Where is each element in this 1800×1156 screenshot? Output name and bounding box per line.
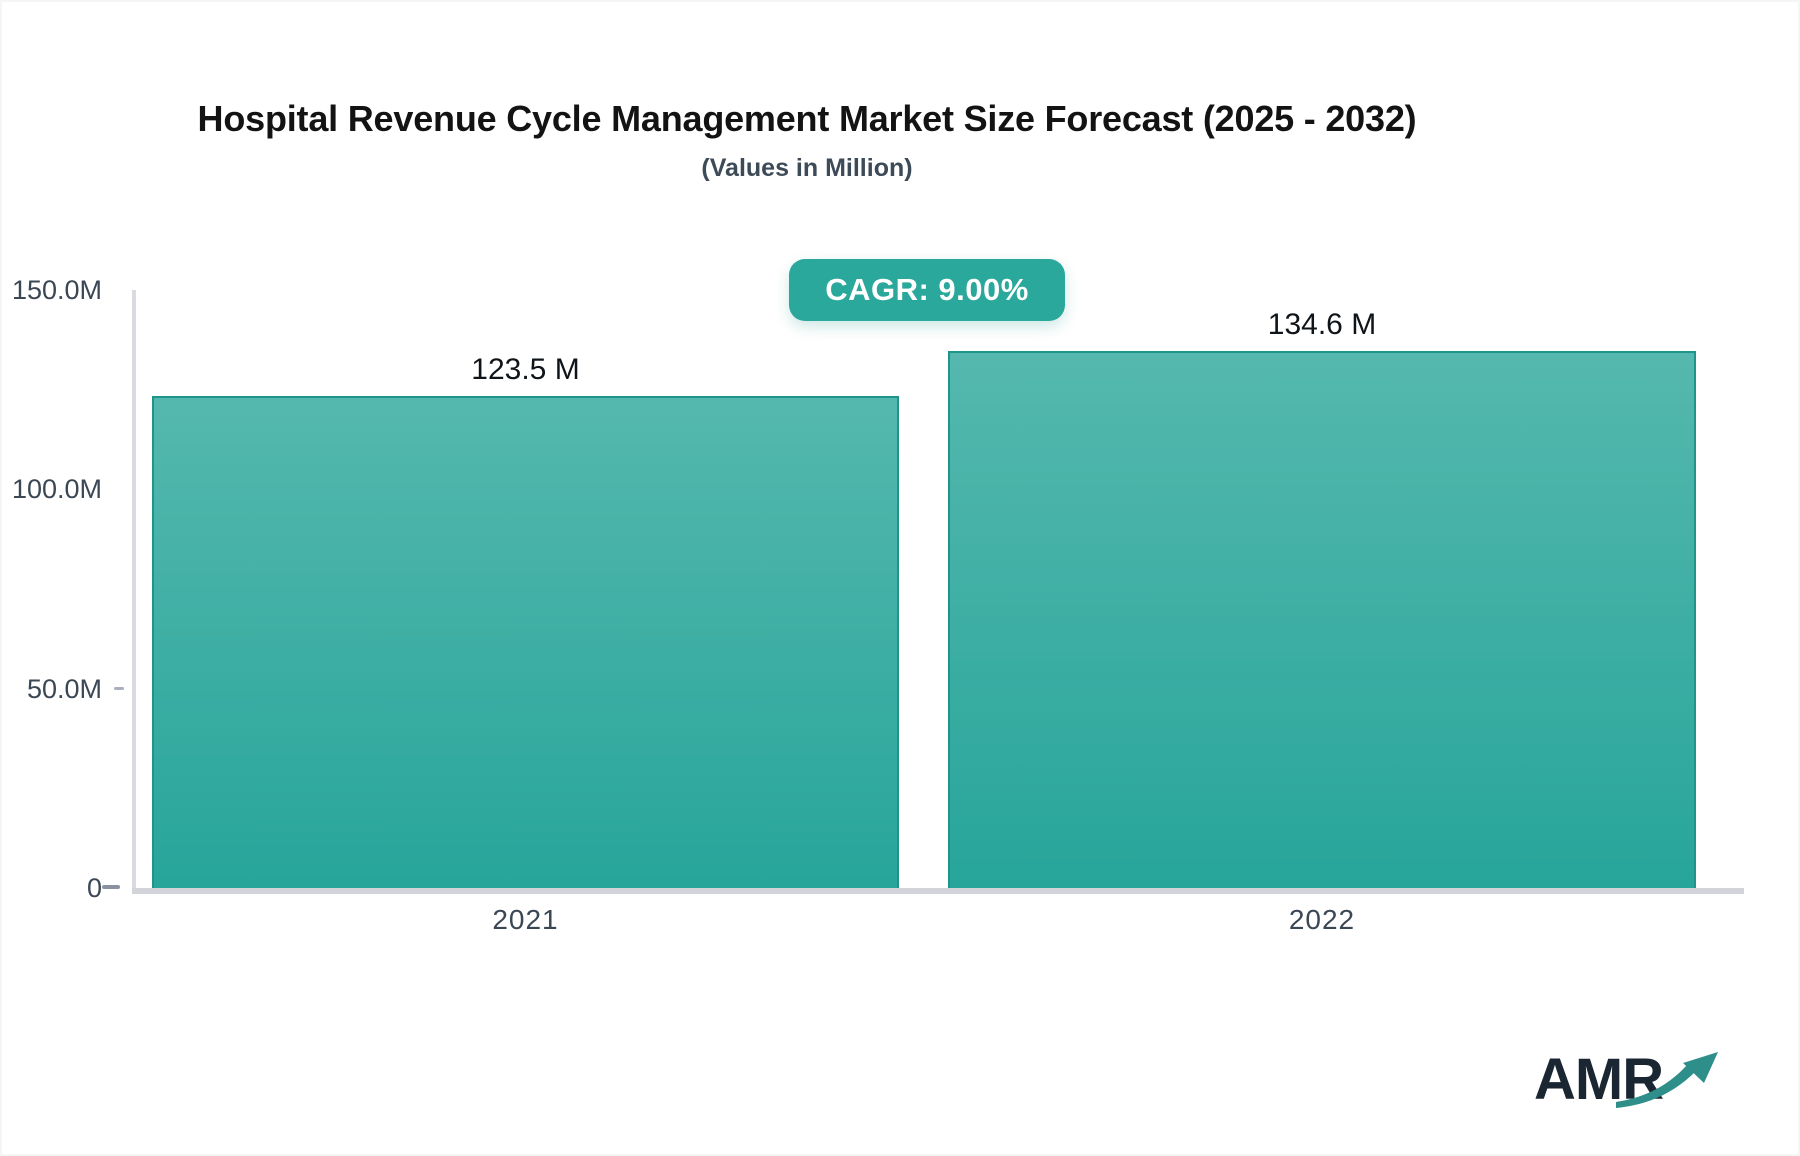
y-axis-label: 150.0M (11, 275, 102, 305)
x-axis-line (132, 888, 1744, 894)
y-axis-label: 50.0M (26, 674, 102, 704)
bar-value-label: 123.5 M (471, 353, 580, 386)
chart-title: Hospital Revenue Cycle Management Market… (197, 98, 1417, 139)
chart-header: Hospital Revenue Cycle Management Market… (2, 98, 1612, 183)
x-axis-label: 2022 (1288, 904, 1356, 935)
y-axis-line (132, 290, 136, 888)
growth-arrow-icon (1616, 1052, 1718, 1108)
chart-subtitle: (Values in Million) (701, 154, 913, 182)
cagr-badge: CAGR: 9.00% (789, 259, 1065, 321)
amr-logo: AMR (1534, 1040, 1734, 1124)
bar-value-label: 134.6 M (1267, 308, 1377, 341)
bar-2022[interactable] (948, 351, 1696, 888)
y-axis-label: 100.0M (11, 474, 102, 504)
x-axis-label: 2021 (492, 904, 559, 935)
y-axis-tick-zero (102, 885, 120, 889)
y-axis-label: 0 (86, 873, 102, 903)
y-axis-tick (114, 687, 124, 690)
bar-2021[interactable] (152, 396, 899, 888)
